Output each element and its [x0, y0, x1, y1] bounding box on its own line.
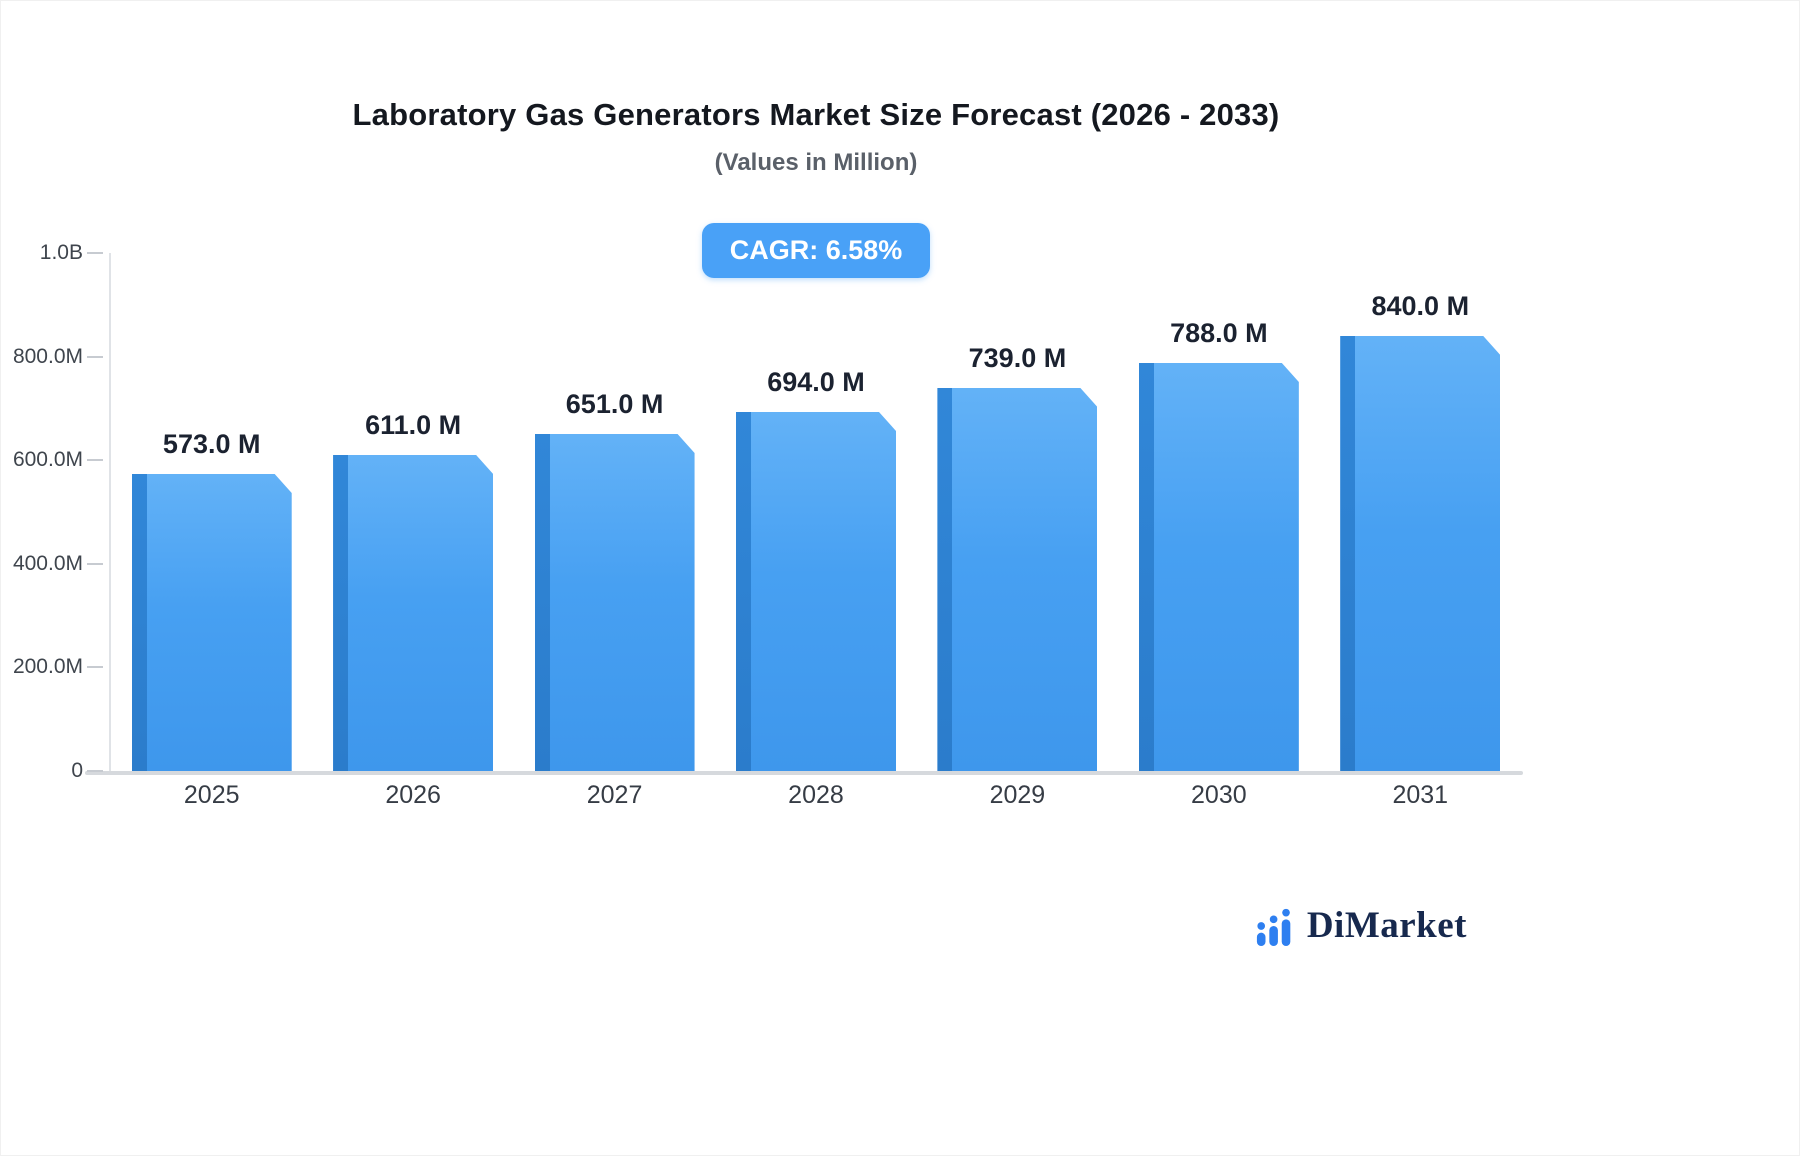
y-tick-label: 600.0M [12, 448, 83, 472]
y-tick-label: 400.0M [12, 551, 83, 575]
x-axis-label: 2031 [1392, 781, 1449, 809]
y-tick-mark [87, 252, 103, 254]
x-axis-label: 2026 [385, 781, 441, 809]
cagr-badge-row: CAGR: 6.58% [1, 223, 1631, 278]
bar-side-shade [937, 388, 952, 771]
bar-chart-icon [1255, 905, 1297, 947]
bar-2027 [535, 434, 695, 771]
bar-value-label: 573.0 M [162, 429, 261, 459]
brand-logo-text: DiMarket [1306, 905, 1467, 946]
y-tick-label: 1.0B [39, 241, 83, 264]
bar-side-shade [736, 412, 751, 771]
bar-value-label: 611.0 M [365, 410, 462, 440]
brand-logo: DiMarket [1255, 904, 1467, 947]
y-axis-line [109, 253, 111, 773]
bar-side-shade [132, 474, 147, 771]
bar-2028 [736, 412, 896, 771]
chart-subtitle: (Values in Million) [714, 149, 918, 176]
y-tick-mark [87, 666, 103, 669]
bar-2029 [937, 388, 1097, 771]
bar-value-label: 739.0 M [968, 343, 1067, 373]
bar-value-label: 694.0 M [767, 367, 865, 397]
cagr-badge: CAGR: 6.58% [701, 223, 931, 278]
y-tick-mark [87, 770, 103, 772]
y-tick-label: 0 [71, 759, 83, 782]
chart-area: 1.0B 800.0M 600.0M 400.0M 200.0M 0 573.0 M 2025… [13, 241, 1523, 809]
bar-value-label: 788.0 M [1170, 318, 1268, 348]
bar-value-label: 840.0 M [1371, 291, 1470, 321]
x-axis-label: 2025 [183, 781, 240, 809]
bar-2030 [1139, 363, 1299, 771]
x-axis-label: 2027 [586, 781, 643, 809]
y-tick-label: 200.0M [12, 655, 83, 679]
x-axis-label: 2028 [788, 781, 844, 809]
bar-side-shade [1139, 363, 1154, 771]
bar-2025 [132, 474, 292, 771]
bar-side-shade [333, 455, 348, 771]
x-axis-label: 2030 [1191, 781, 1247, 809]
y-tick-mark [87, 459, 103, 462]
y-tick-label: 800.0M [12, 344, 83, 368]
bar-2031 [1340, 336, 1500, 771]
bar-side-shade [1340, 336, 1355, 771]
bar-side-shade [535, 434, 550, 771]
bar-2026 [333, 455, 493, 771]
x-axis-line [85, 771, 1523, 775]
x-axis-label: 2029 [989, 781, 1046, 809]
chart-title: Laboratory Gas Generators Market Size Fo… [352, 97, 1280, 132]
bar-value-label: 651.0 M [565, 389, 664, 419]
y-tick-mark [87, 355, 103, 358]
y-tick-mark [87, 562, 103, 565]
